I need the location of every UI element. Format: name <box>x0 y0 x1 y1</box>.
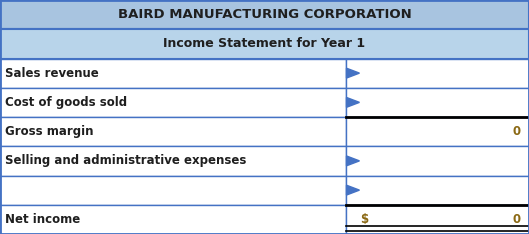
Text: Sales revenue: Sales revenue <box>5 67 99 80</box>
Text: $: $ <box>360 213 368 226</box>
Bar <box>346 205 529 234</box>
Bar <box>346 58 529 88</box>
Text: Net income: Net income <box>5 213 80 226</box>
Polygon shape <box>346 97 360 107</box>
Polygon shape <box>346 156 360 166</box>
Bar <box>346 176 529 205</box>
Bar <box>0 146 346 176</box>
Bar <box>346 88 529 117</box>
Bar <box>0 117 346 146</box>
Bar <box>0 0 529 29</box>
Bar <box>0 88 346 117</box>
Bar <box>0 29 529 58</box>
Text: Cost of goods sold: Cost of goods sold <box>5 96 127 109</box>
Bar <box>0 176 346 205</box>
Bar <box>0 58 346 88</box>
Text: 0: 0 <box>513 125 521 138</box>
Text: Selling and administrative expenses: Selling and administrative expenses <box>5 154 247 167</box>
Text: Gross margin: Gross margin <box>5 125 94 138</box>
Polygon shape <box>346 68 360 78</box>
Bar <box>0 205 346 234</box>
Polygon shape <box>346 185 360 195</box>
Text: Income Statement for Year 1: Income Statement for Year 1 <box>163 37 366 50</box>
Bar <box>346 146 529 176</box>
Text: BAIRD MANUFACTURING CORPORATION: BAIRD MANUFACTURING CORPORATION <box>117 8 412 21</box>
Bar <box>346 117 529 146</box>
Text: 0: 0 <box>513 213 521 226</box>
